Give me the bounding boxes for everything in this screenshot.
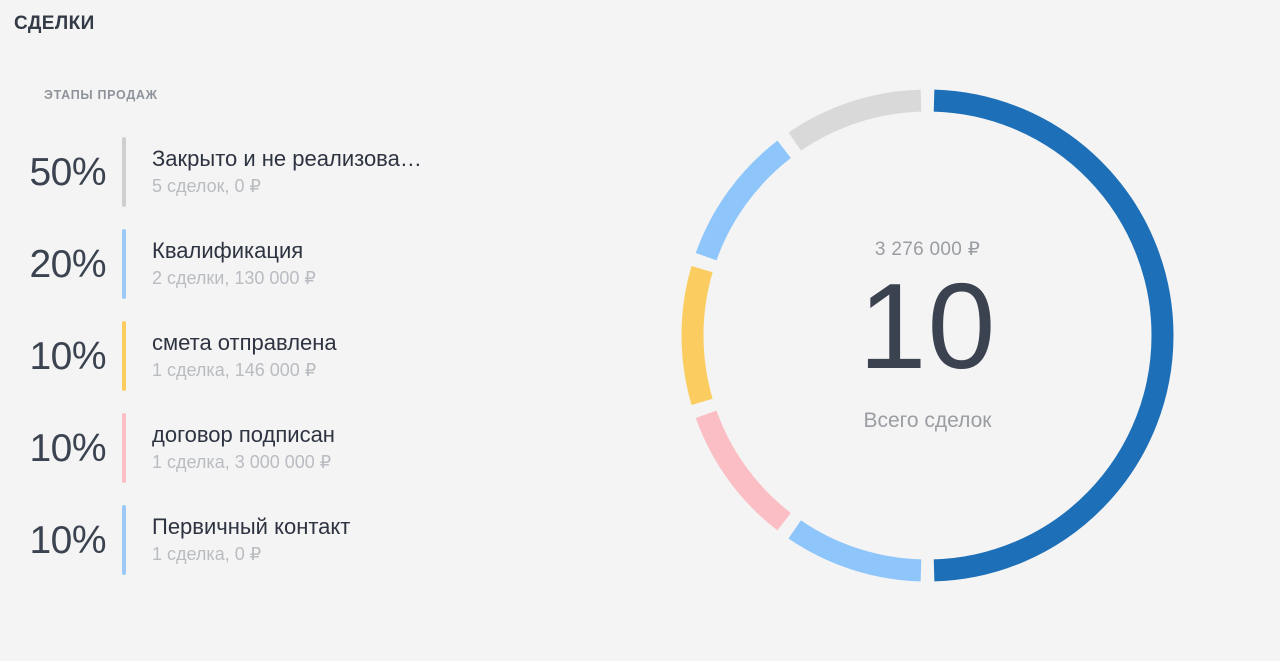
donut-total-amount: 3 276 000 ₽ bbox=[874, 239, 981, 260]
donut-segment[interactable] bbox=[695, 140, 791, 261]
stage-color-bar bbox=[122, 413, 126, 483]
stage-texts: Первичный контакт 1 сделка, 0 ₽ bbox=[126, 514, 350, 565]
donut-total-count: 10 bbox=[858, 258, 997, 394]
donut-svg bbox=[681, 89, 1174, 582]
stage-subtitle: 1 сделка, 3 000 000 ₽ bbox=[152, 452, 332, 473]
stage-percent: 20% bbox=[29, 242, 106, 286]
stage-texts: смета отправлена 1 сделка, 146 000 ₽ bbox=[126, 330, 337, 381]
stage-percent: 50% bbox=[29, 150, 106, 194]
page-title: СДЕЛКИ bbox=[14, 13, 95, 34]
stage-name: Закрыто и не реализова… bbox=[152, 146, 422, 172]
donut-segment[interactable] bbox=[681, 266, 713, 405]
stage-percent: 10% bbox=[29, 518, 106, 562]
list-item[interactable]: 10% Первичный контакт 1 сделка, 0 ₽ bbox=[0, 494, 620, 586]
stage-name: Первичный контакт bbox=[152, 514, 351, 540]
stage-color-bar bbox=[122, 229, 126, 299]
list-item[interactable]: 10% смета отправлена 1 сделка, 146 000 ₽ bbox=[0, 310, 620, 402]
donut-segment[interactable] bbox=[788, 520, 922, 582]
stage-percent: 10% bbox=[29, 334, 106, 378]
stages-caption: ЭТАПЫ ПРОДАЖ bbox=[44, 88, 158, 102]
donut-segment[interactable] bbox=[788, 89, 922, 151]
donut-segment[interactable] bbox=[933, 89, 1174, 582]
stage-percent: 10% bbox=[29, 426, 106, 470]
stage-color-bar bbox=[122, 137, 126, 207]
deals-donut-chart[interactable]: 3 276 000 ₽ 10 Всего сделок bbox=[670, 78, 1185, 593]
stage-texts: Закрыто и не реализова… 5 сделок, 0 ₽ bbox=[126, 146, 422, 197]
stage-subtitle: 1 сделка, 0 ₽ bbox=[152, 544, 262, 565]
stage-name: смета отправлена bbox=[152, 330, 337, 356]
stage-color-bar bbox=[122, 321, 126, 391]
stage-subtitle: 2 сделки, 130 000 ₽ bbox=[152, 268, 316, 289]
donut-center-block: 3 276 000 ₽ 10 Всего сделок bbox=[670, 78, 1185, 593]
list-item[interactable]: 50% Закрыто и не реализова… 5 сделок, 0 … bbox=[0, 126, 620, 218]
stage-texts: Квалификация 2 сделки, 130 000 ₽ bbox=[126, 238, 316, 289]
stage-name: Квалификация bbox=[152, 238, 304, 264]
list-item[interactable]: 20% Квалификация 2 сделки, 130 000 ₽ bbox=[0, 218, 620, 310]
stage-name: договор подписан bbox=[152, 422, 335, 448]
stage-texts: договор подписан 1 сделка, 3 000 000 ₽ bbox=[126, 422, 335, 473]
donut-segments bbox=[681, 89, 1174, 582]
donut-segment[interactable] bbox=[695, 410, 791, 531]
stage-color-bar bbox=[122, 505, 126, 575]
list-item[interactable]: 10% договор подписан 1 сделка, 3 000 000… bbox=[0, 402, 620, 494]
stage-list: 50% Закрыто и не реализова… 5 сделок, 0 … bbox=[0, 126, 620, 586]
stage-subtitle: 1 сделка, 146 000 ₽ bbox=[152, 360, 317, 381]
donut-center-label: Всего сделок bbox=[863, 409, 992, 432]
stage-subtitle: 5 сделок, 0 ₽ bbox=[152, 176, 261, 197]
